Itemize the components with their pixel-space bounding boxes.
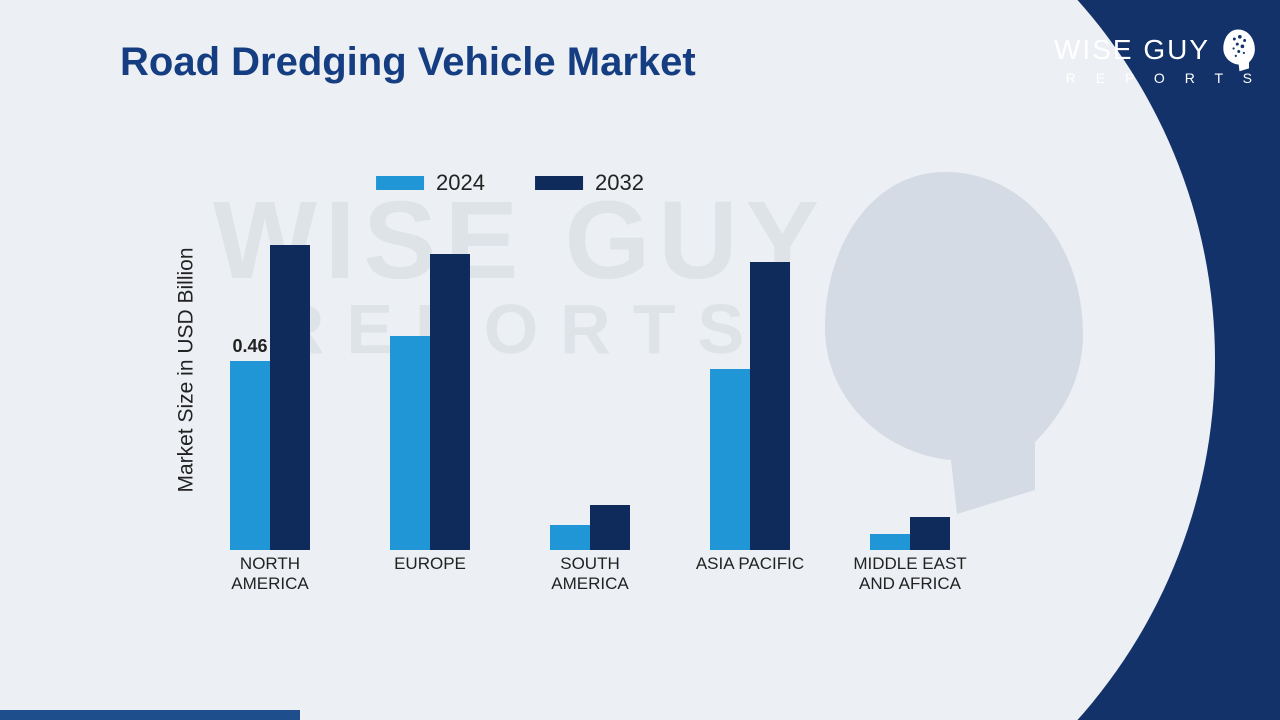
logo-head-icon <box>1216 28 1260 72</box>
category-label: ASIA PACIFIC <box>685 550 815 574</box>
page: WISE GUY R E P O R T S Road Dredging Veh… <box>0 0 1280 720</box>
category-label: SOUTH AMERICA <box>525 550 655 595</box>
chart-area: Market Size in USD Billion 2024 2032 NOR… <box>60 140 960 600</box>
category-label: NORTH AMERICA <box>205 550 335 595</box>
bar-2032 <box>590 505 630 550</box>
bar-2024 <box>870 534 910 550</box>
bottom-accent-bar <box>0 710 300 720</box>
bar-2024 <box>390 336 430 550</box>
legend-item-2032: 2032 <box>535 170 644 196</box>
legend-swatch-2024 <box>376 176 424 190</box>
logo-text-line2: R E P O R T S <box>1054 70 1260 86</box>
bar-2024 <box>550 525 590 550</box>
category-label: EUROPE <box>365 550 495 574</box>
chart-title: Road Dredging Vehicle Market <box>120 40 696 85</box>
category-label: MIDDLE EAST AND AFRICA <box>845 550 975 595</box>
legend-item-2024: 2024 <box>376 170 485 196</box>
legend-swatch-2032 <box>535 176 583 190</box>
legend: 2024 2032 <box>376 170 644 196</box>
legend-label-2032: 2032 <box>595 170 644 196</box>
bar-2032 <box>910 517 950 550</box>
bar-2024 <box>230 361 270 550</box>
bar-2032 <box>270 245 310 550</box>
plot-area: NORTH AMERICA0.46EUROPESOUTH AMERICAASIA… <box>150 200 960 550</box>
bar-value-label: 0.46 <box>232 336 267 357</box>
logo-text-line1: WISE GUY <box>1054 34 1210 66</box>
brand-logo: WISE GUY R E P O R T S <box>1054 28 1260 86</box>
bar-2024 <box>710 369 750 550</box>
bar-2032 <box>430 254 470 550</box>
legend-label-2024: 2024 <box>436 170 485 196</box>
bar-2032 <box>750 262 790 550</box>
